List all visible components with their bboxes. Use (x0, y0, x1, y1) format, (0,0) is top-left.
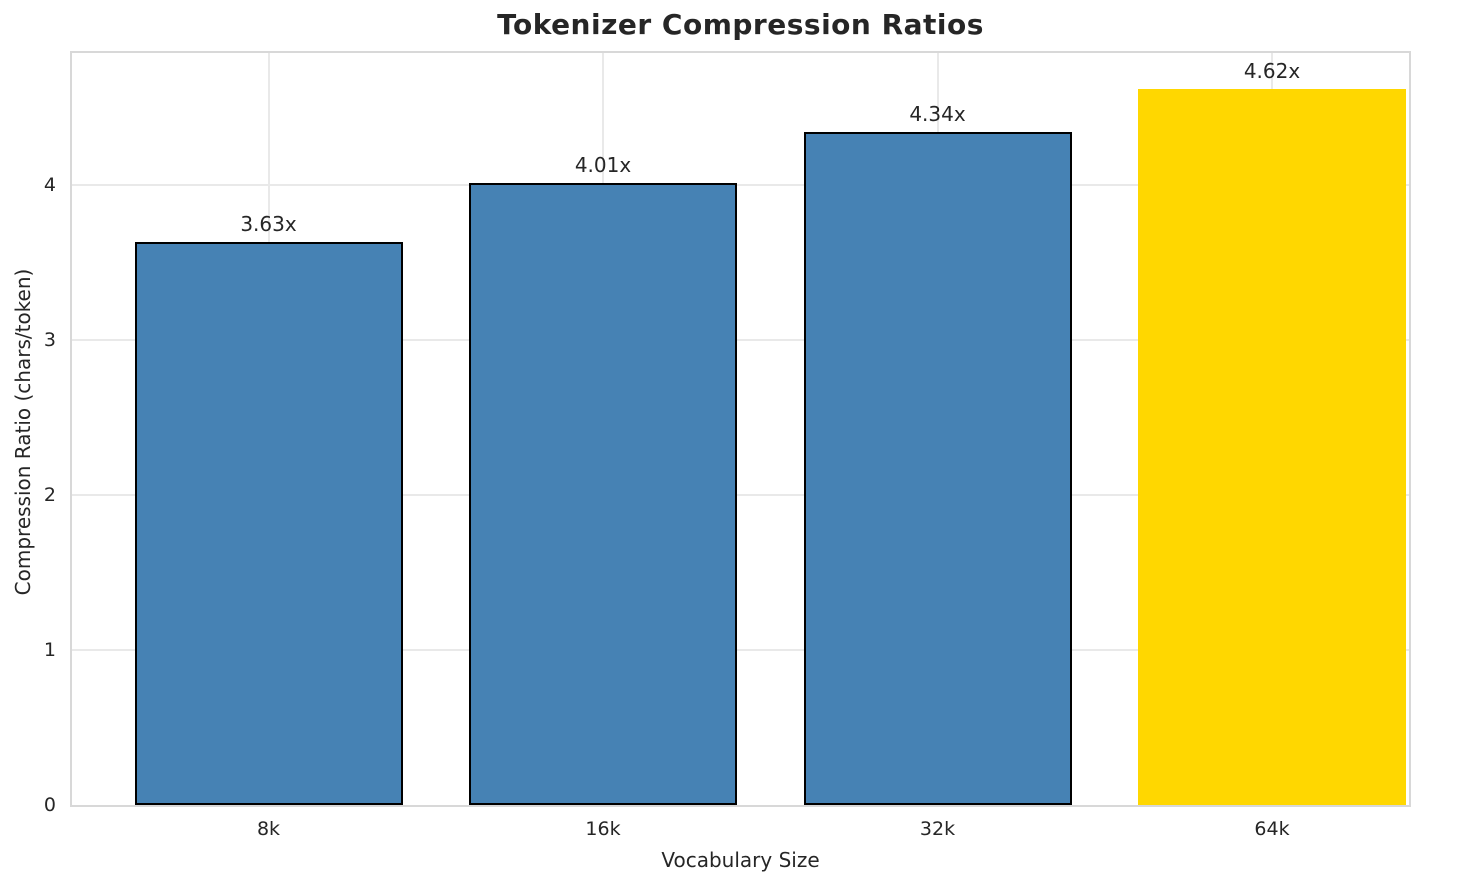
bar (803, 132, 1072, 805)
bar-value-label: 4.01x (574, 153, 632, 178)
y-tick-label: 1 (43, 638, 56, 661)
x-tick-label: 16k (585, 818, 621, 840)
bar (469, 183, 737, 805)
bar-value-label: 4.62x (1243, 58, 1301, 83)
chart-title: Tokenizer Compression Ratios (497, 8, 984, 41)
h-gridline (72, 648, 1409, 651)
y-tick-label: 0 (43, 794, 56, 816)
y-tick-label: 2 (43, 483, 56, 506)
y-tick-label: 4 (43, 173, 56, 196)
y-axis-label: Compression Ratio (chars/token) (11, 268, 35, 596)
y-tick-label: 3 (43, 328, 56, 351)
x-tick-label: 8k (256, 818, 281, 840)
h-gridline (72, 338, 1409, 341)
h-gridline (72, 493, 1409, 496)
bar (134, 242, 403, 805)
x-axis-label: Vocabulary Size (661, 848, 820, 872)
plot-area (70, 51, 1411, 807)
bar-value-label: 3.63x (240, 212, 297, 237)
bar-value-label: 4.34x (909, 102, 966, 127)
x-tick-label: 64k (1254, 818, 1290, 840)
bar-highlighted (1138, 88, 1406, 805)
x-tick-label: 32k (919, 818, 956, 840)
h-gridline (72, 183, 1409, 186)
